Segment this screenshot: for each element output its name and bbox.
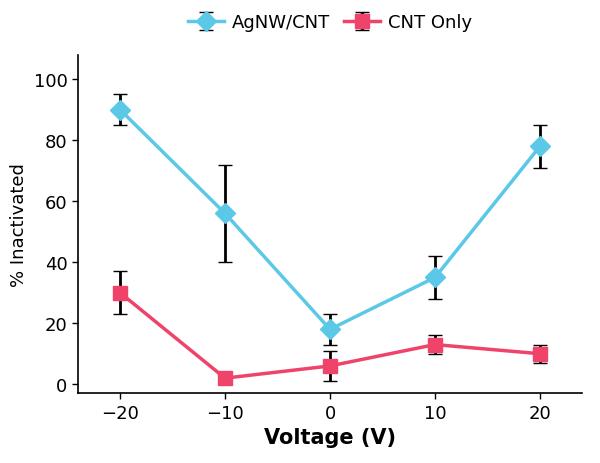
Legend: AgNW/CNT, CNT Only: AgNW/CNT, CNT Only xyxy=(188,14,472,32)
X-axis label: Voltage (V): Voltage (V) xyxy=(264,427,396,447)
Y-axis label: % Inactivated: % Inactivated xyxy=(10,163,28,286)
